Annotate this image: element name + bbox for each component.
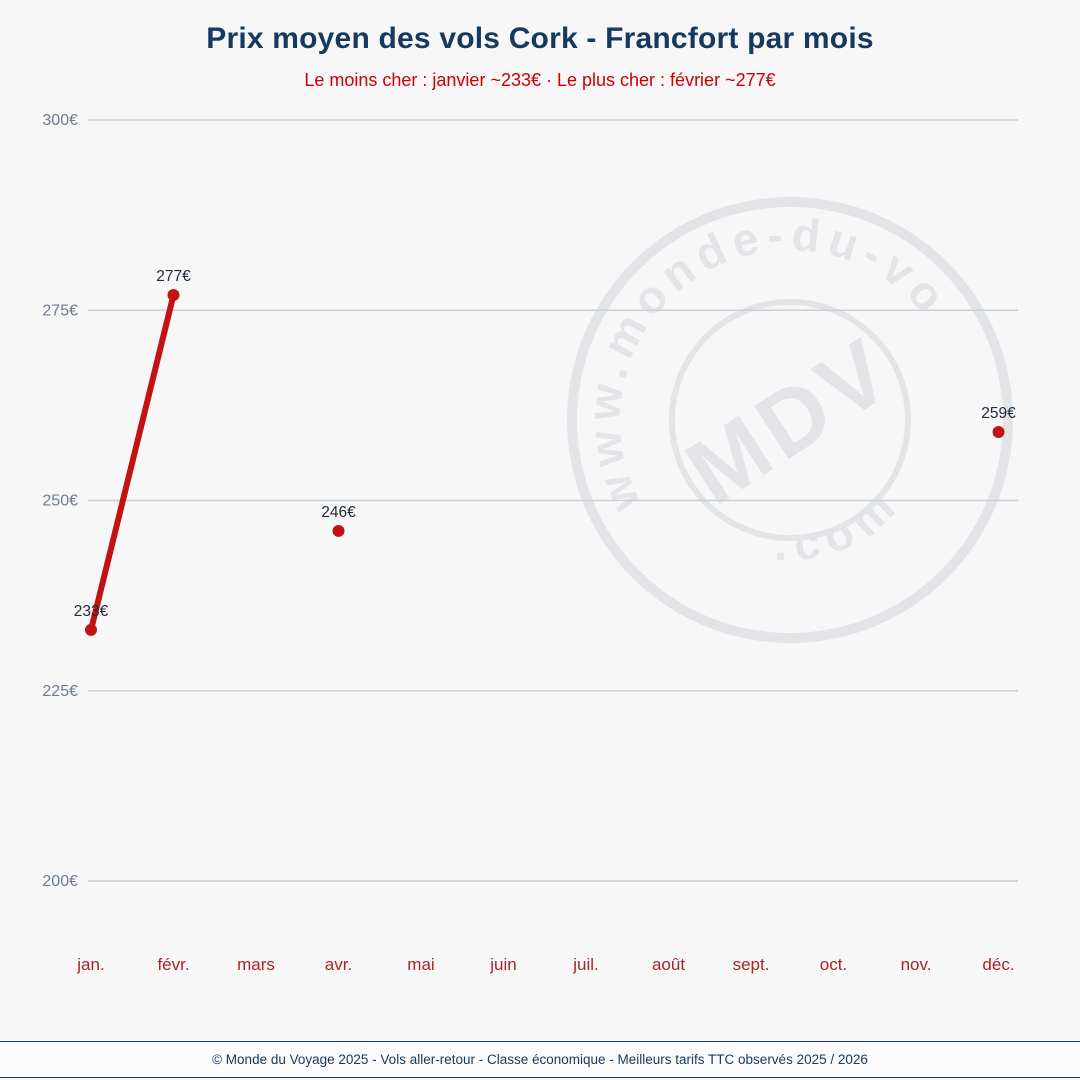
x-axis-month-label: févr. [157,955,189,974]
footer-text: © Monde du Voyage 2025 - Vols aller-reto… [212,1052,868,1067]
x-axis-month-label: déc. [982,955,1014,974]
y-axis-tick-label: 275€ [42,302,78,319]
data-point [992,426,1005,439]
data-point [85,623,97,636]
price-line-segment [88,292,177,633]
data-point-label: 259€ [981,405,1016,422]
data-point [332,524,345,537]
x-axis-month-label: août [652,955,685,974]
data-point [167,289,180,302]
x-axis-month-label: avr. [325,955,352,974]
watermark-inner-ring [669,299,911,541]
x-axis-month-label: jan. [76,955,104,974]
watermark-outer-ring [567,197,1013,643]
x-axis-month-label: mai [407,955,434,974]
x-axis-month-label: oct. [820,955,847,974]
x-axis-month-label: sept. [733,955,770,974]
y-axis-tick-label: 200€ [42,873,78,890]
x-axis-month-label: juin [489,955,516,974]
data-point-label: 246€ [321,504,356,521]
y-axis-tick-label: 225€ [42,683,78,700]
x-axis-month-label: juil. [572,955,599,974]
data-point-label: 233€ [74,603,109,620]
data-point-label: 277€ [156,268,191,285]
footer: © Monde du Voyage 2025 - Vols aller-reto… [0,1041,1080,1078]
x-axis-month-label: nov. [901,955,932,974]
chart-subtitle: Le moins cher : janvier ~233€ · Le plus … [304,70,776,90]
page-title: Prix moyen des vols Cork - Francfort par… [206,22,874,55]
y-axis-tick-label: 250€ [42,493,78,510]
y-axis-tick-label: 300€ [42,112,78,129]
x-axis-month-label: mars [237,955,275,974]
chart-header: Prix moyen des vols Cork - Francfort par… [0,22,1080,91]
